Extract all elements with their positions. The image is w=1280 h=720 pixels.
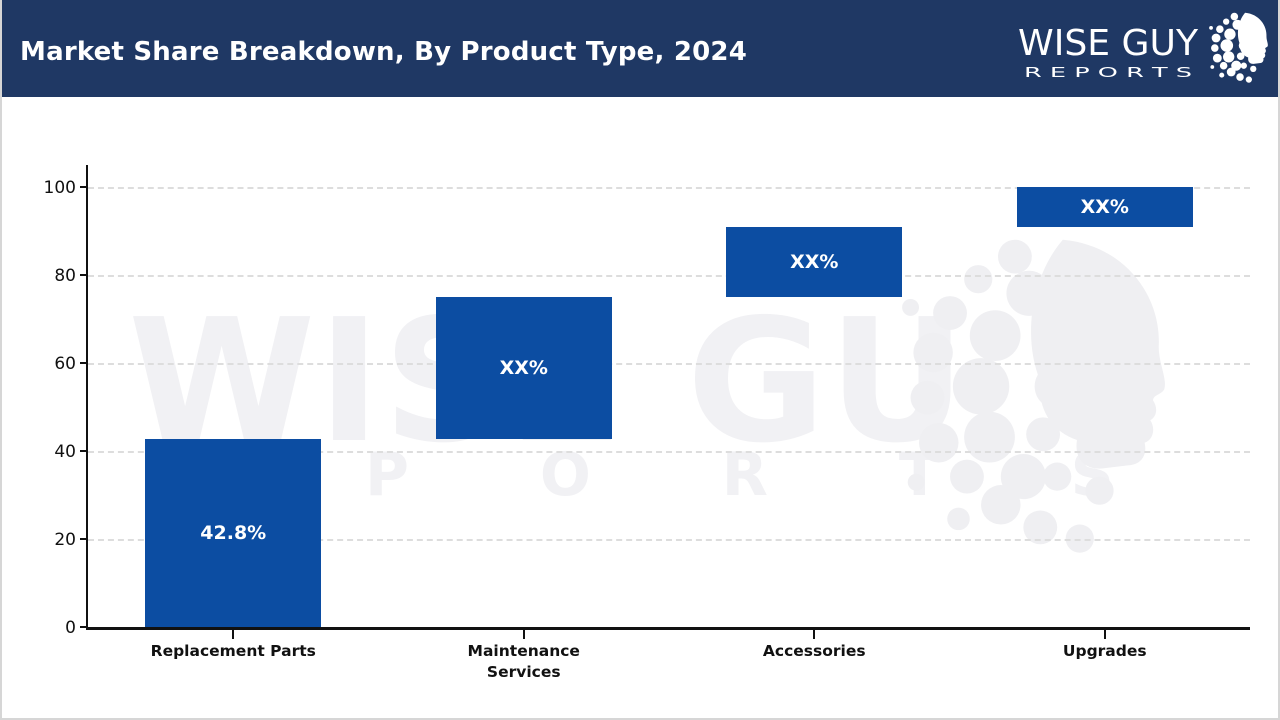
y-tick-mark-60 xyxy=(80,362,88,364)
logo-head-icon xyxy=(1209,12,1268,83)
x-tick-mark-0 xyxy=(232,630,235,639)
chart-title: Market Share Breakdown, By Product Type,… xyxy=(20,36,747,67)
logo-text-line2: R E P O R T S xyxy=(1024,66,1192,81)
wise-guy-reports-logo: WISE GUY R E P O R T S xyxy=(1018,12,1268,83)
bar-value-label: XX% xyxy=(499,356,548,379)
x-tick-mark-1 xyxy=(522,630,525,639)
bar-maintenance-services: XX% xyxy=(435,297,612,439)
y-tick-label-60: 60 xyxy=(54,354,76,374)
y-tick-mark-0 xyxy=(80,626,88,628)
x-category-label-2: Accessories xyxy=(762,642,866,660)
bar-value-label: XX% xyxy=(790,250,839,273)
bar-accessories: XX% xyxy=(726,226,903,297)
x-tick-mark-2 xyxy=(813,630,816,639)
x-axis xyxy=(86,627,1250,630)
x-category-label-0: Replacement Parts xyxy=(150,642,316,660)
y-tick-mark-20 xyxy=(80,538,88,540)
y-tick-mark-100 xyxy=(80,186,88,188)
y-axis xyxy=(86,165,88,630)
y-tick-mark-80 xyxy=(80,274,88,276)
y-tick-label-0: 0 xyxy=(65,618,76,638)
header-bar: Market Share Breakdown, By Product Type,… xyxy=(0,0,1280,97)
bar-upgrades: XX% xyxy=(1016,187,1193,227)
gridline-80 xyxy=(88,275,1250,277)
gridline-40 xyxy=(88,451,1250,453)
x-tick-mark-3 xyxy=(1103,630,1106,639)
y-tick-label-80: 80 xyxy=(54,266,76,286)
gridline-20 xyxy=(88,539,1250,541)
bar-replacement-parts: 42.8% xyxy=(145,438,322,627)
y-tick-label-20: 20 xyxy=(54,530,76,550)
y-tick-label-100: 100 xyxy=(43,178,76,198)
y-tick-label-40: 40 xyxy=(54,442,76,462)
gridline-100 xyxy=(88,187,1250,189)
gridline-60 xyxy=(88,363,1250,365)
bar-value-label: XX% xyxy=(1080,195,1129,218)
x-category-label-3: Upgrades xyxy=(1062,642,1147,660)
logo-text-line1: WISE GUY xyxy=(1018,23,1199,64)
y-tick-mark-40 xyxy=(80,450,88,452)
plot-area: 0 20 40 60 80 100 42.8% Replacement Parts XX% Mai… xyxy=(0,97,1280,720)
bar-value-label: 42.8% xyxy=(200,521,267,544)
x-category-label-1: Maintenance Services xyxy=(467,642,580,681)
